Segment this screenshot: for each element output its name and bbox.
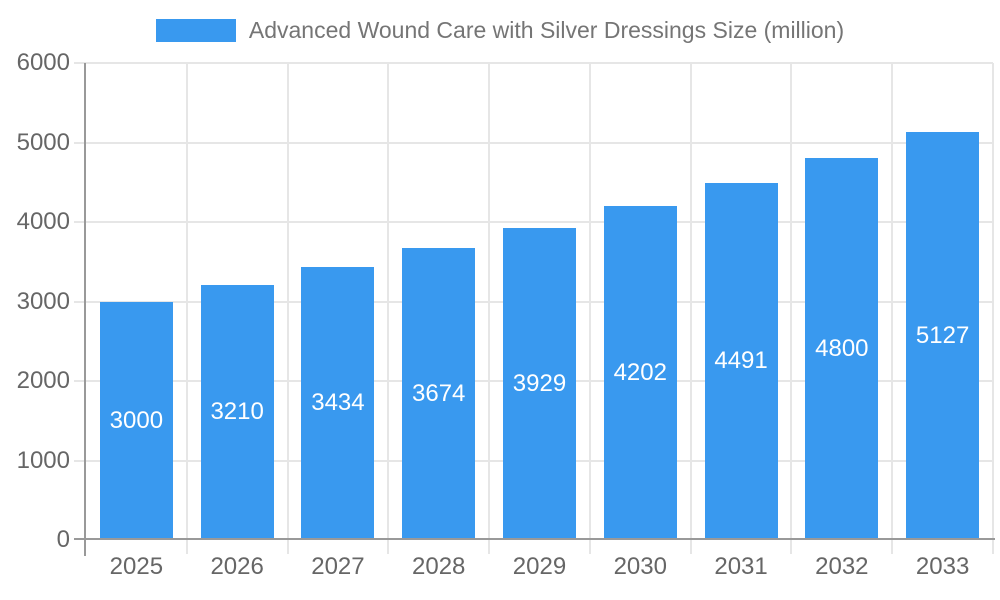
bar-value-label: 4800 [815,335,869,363]
y-axis-tick-label: 0 [56,526,70,553]
bar-2033[interactable]: 5127 [906,132,980,540]
chart-title: Advanced Wound Care with Silver Dressing… [248,17,845,43]
gridline-vertical [588,63,591,554]
gridline-horizontal [74,221,993,223]
y-axis-tick-label: 5000 [16,128,70,156]
chart-legend[interactable]: Advanced Wound Care with Silver Dressing… [0,17,1000,44]
bar-2031[interactable]: 4491 [704,182,778,540]
x-axis-tick-label: 2030 [613,553,667,580]
bar-2032[interactable]: 4800 [805,158,879,540]
y-axis-tick-label: 2000 [16,367,70,394]
y-axis-line [84,63,86,556]
bar-value-label: 3000 [109,406,164,434]
y-axis-tick-label: 3000 [16,287,70,315]
x-axis-tick-label: 2026 [210,553,264,580]
bar-value-label: 4202 [613,358,667,386]
bar-2028[interactable]: 3674 [402,247,476,540]
bar-2027[interactable]: 3434 [301,266,375,540]
y-axis-tick-label: 4000 [16,208,70,235]
x-axis-tick-label: 2027 [311,553,365,580]
bar-value-label: 3929 [512,369,567,397]
x-axis-tick-label: 2029 [512,553,567,580]
gridline-vertical [286,63,289,554]
gridline-vertical [387,63,390,554]
bar-2029[interactable]: 3929 [503,227,576,540]
gridline-vertical [790,63,793,554]
gridline-horizontal [74,141,993,144]
gridline-vertical [891,63,894,554]
legend-swatch[interactable] [155,19,236,42]
bar-2030[interactable]: 4202 [603,205,677,540]
gridline-vertical [488,63,491,554]
gridline-vertical [992,63,994,554]
x-axis-tick-label: 2031 [714,553,768,580]
bar-value-label: 4491 [714,347,768,375]
bar-value-label: 3434 [311,389,365,417]
y-axis-tick-label: 6000 [16,49,70,76]
gridline-vertical [689,63,692,554]
bar-value-label: 3210 [210,398,264,426]
y-axis-tick-label: 1000 [16,446,70,474]
gridline-vertical [185,63,188,554]
x-axis-tick-label: 2033 [915,553,970,580]
x-axis-tick-label: 2032 [815,553,869,580]
x-axis-line [74,538,995,540]
bar-2026[interactable]: 3210 [200,284,274,540]
bar-value-label: 3674 [412,379,466,407]
bar-2025[interactable]: 3000 [99,301,173,540]
x-axis-tick-label: 2028 [412,553,466,580]
bar-value-label: 5127 [915,322,970,350]
gridline-horizontal [74,62,993,64]
x-axis-tick-label: 2025 [109,553,164,580]
